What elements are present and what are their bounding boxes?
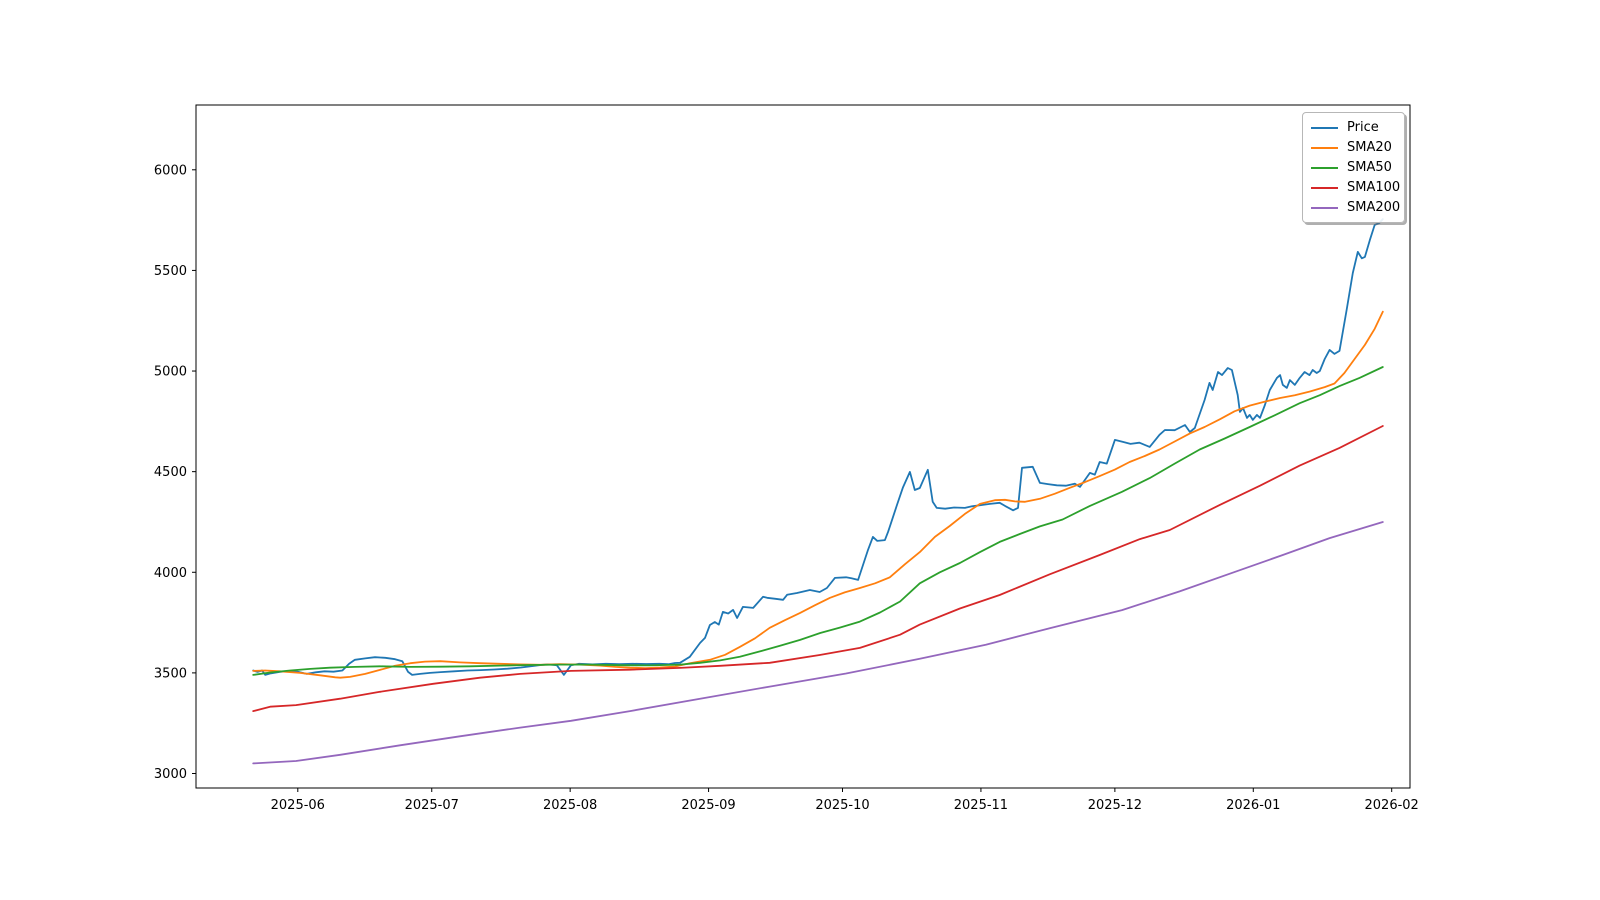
x-tick-label: 2025-12 (1088, 798, 1142, 813)
price-line-swatch (1311, 127, 1338, 129)
legend-label: Price (1347, 120, 1379, 135)
series-line-price (252, 218, 1384, 676)
series-line-sma20 (252, 310, 1384, 679)
y-tick-label: 4000 (154, 566, 187, 581)
legend-label: SMA20 (1347, 140, 1392, 155)
y-tick-label: 5000 (154, 365, 187, 380)
legend-item-sma20: SMA20 (1311, 138, 1396, 158)
x-tick-label: 2025-07 (405, 798, 459, 813)
x-tick-label: 2026-01 (1226, 798, 1280, 813)
legend-item-sma200: SMA200 (1311, 198, 1400, 218)
y-tick-label: 4500 (154, 465, 187, 480)
sma20-line-swatch (1311, 147, 1338, 149)
series-line-sma50 (252, 366, 1384, 676)
sma50-line-swatch (1311, 167, 1338, 169)
legend-label: SMA100 (1347, 180, 1401, 195)
legend-label: SMA50 (1347, 160, 1392, 175)
series-line-sma200 (252, 521, 1384, 765)
y-tick-label: 6000 (154, 163, 187, 178)
x-tick-label: 2025-09 (681, 798, 735, 813)
sma200-line-swatch (1311, 207, 1338, 209)
legend: Price SMA20 SMA50 SMA100 SMA200 (1302, 112, 1405, 223)
y-tick-label: 3500 (154, 666, 187, 681)
sma100-line-swatch (1311, 187, 1338, 189)
legend-item-sma100: SMA100 (1311, 178, 1400, 198)
series-line-sma100 (252, 425, 1384, 712)
legend-item-sma50: SMA50 (1311, 158, 1396, 178)
y-tick-label: 3000 (154, 767, 187, 782)
legend-label: SMA200 (1347, 200, 1401, 215)
legend-item-price: Price (1311, 118, 1396, 138)
axes-frame (195, 104, 1411, 789)
x-tick-label: 2025-08 (543, 798, 597, 813)
y-tick-label: 5500 (154, 264, 187, 279)
x-tick-label: 2025-06 (271, 798, 325, 813)
x-tick-label: 2025-10 (815, 798, 869, 813)
x-tick-label: 2025-11 (954, 798, 1008, 813)
x-tick-label: 2026-02 (1365, 798, 1419, 813)
